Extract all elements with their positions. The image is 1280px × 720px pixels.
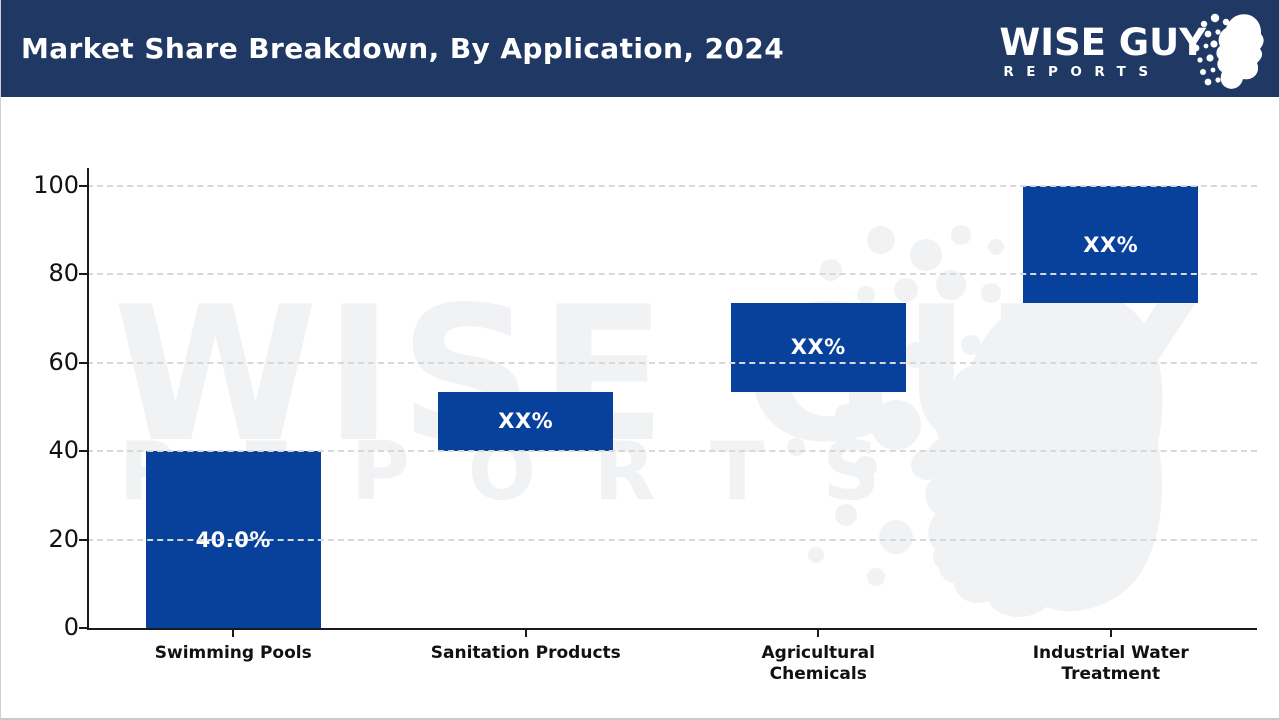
bar-value-label: XX% [790, 335, 846, 360]
gridline [87, 450, 1257, 453]
wiseguy-logo: WISE GUY REPORTS [999, 10, 1268, 94]
y-tick [79, 361, 87, 364]
logo-face-icon [1192, 13, 1264, 89]
header: Market Share Breakdown, By Application, … [1, 0, 1279, 97]
y-axis-line [87, 168, 89, 630]
x-tick [524, 630, 527, 637]
bar-value-label: XX% [1083, 232, 1139, 257]
gridline [87, 185, 1257, 187]
y-tick [79, 273, 87, 276]
x-tick [817, 630, 820, 637]
y-axis-tick-label: 0 [63, 613, 79, 641]
bar-sanitation-products: XX% [438, 391, 614, 452]
gridline [87, 273, 1257, 276]
y-axis-tick-label: 100 [33, 171, 79, 199]
y-tick [79, 185, 87, 187]
logo-wordmark: WISE GUY [999, 21, 1206, 64]
logo-subtext: REPORTS [1003, 64, 1161, 80]
y-tick [79, 627, 87, 629]
gridline [87, 538, 1257, 541]
bar-value-label: XX% [498, 409, 554, 434]
x-axis-line [87, 628, 1257, 630]
logo-text: WISE GUY REPORTS [999, 24, 1206, 80]
y-axis-tick-label: 60 [48, 347, 79, 376]
x-axis-category-label: Swimming Pools [154, 643, 312, 663]
y-axis-tick-label: 20 [48, 524, 79, 553]
page-title: Market Share Breakdown, By Application, … [21, 32, 785, 65]
x-axis-category-label: Agricultural Chemicals [761, 643, 875, 684]
x-tick [1109, 630, 1112, 637]
x-axis-category-label: Sanitation Products [430, 643, 621, 663]
x-axis-category-label: Industrial Water Treatment [1032, 643, 1189, 684]
y-tick [79, 538, 87, 541]
bar-industrial-water-treatment: XX% [1023, 186, 1199, 304]
y-tick [79, 450, 87, 453]
gridline [87, 361, 1257, 364]
y-axis-tick-label: 40 [48, 436, 79, 465]
x-tick [232, 630, 235, 637]
y-axis-tick-label: 80 [48, 259, 79, 288]
bar-agricultural-chemicals: XX% [730, 303, 906, 392]
